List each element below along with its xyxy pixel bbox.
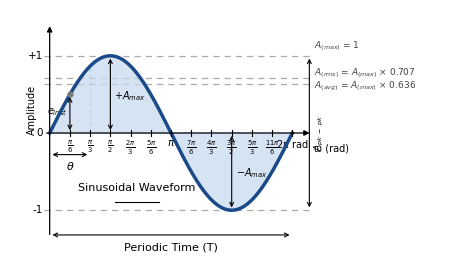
Text: 0: 0 <box>36 128 43 138</box>
Text: $\frac{\pi}{6}$: $\frac{\pi}{6}$ <box>67 138 73 155</box>
Text: Periodic Time (T): Periodic Time (T) <box>124 243 218 253</box>
Text: $\pi$: $\pi$ <box>167 138 175 148</box>
Text: $\frac{3\pi}{2}$: $\frac{3\pi}{2}$ <box>227 138 237 157</box>
Text: Amplitude: Amplitude <box>27 85 37 135</box>
Text: $\frac{\pi}{3}$: $\frac{\pi}{3}$ <box>87 138 93 155</box>
Text: $\frac{4\pi}{3}$: $\frac{4\pi}{3}$ <box>206 138 217 157</box>
Text: $\theta$: $\theta$ <box>65 160 74 172</box>
Text: $2\pi$ rad: $2\pi$ rad <box>276 138 309 150</box>
Text: ω (rad): ω (rad) <box>314 143 349 153</box>
Text: $A_{(rms)}$ = $A_{(max)}$ $\times$ 0.707: $A_{(rms)}$ = $A_{(max)}$ $\times$ 0.707 <box>314 66 416 80</box>
Text: Sinusoidal Waveform: Sinusoidal Waveform <box>78 183 196 193</box>
Text: $+A_{max}$: $+A_{max}$ <box>114 89 146 103</box>
Text: $\frac{7\pi}{6}$: $\frac{7\pi}{6}$ <box>186 138 197 157</box>
Text: $\frac{11\pi}{6}$: $\frac{11\pi}{6}$ <box>264 138 280 157</box>
Text: $e_{inst}$: $e_{inst}$ <box>47 106 68 118</box>
Text: $-A_{max}$: $-A_{max}$ <box>236 166 267 180</box>
Text: $A_{(max)}$ = 1: $A_{(max)}$ = 1 <box>314 39 360 53</box>
Text: $\frac{2\pi}{3}$: $\frac{2\pi}{3}$ <box>125 138 136 157</box>
Text: -1: -1 <box>32 205 43 215</box>
Text: $\frac{\pi}{2}$: $\frac{\pi}{2}$ <box>107 138 113 155</box>
Text: $A_{(avg)}$ = $A_{(max)}$ $\times$ 0.636: $A_{(avg)}$ = $A_{(max)}$ $\times$ 0.636 <box>314 80 416 93</box>
Text: $A_{pk\ -\ pk}$: $A_{pk\ -\ pk}$ <box>312 115 326 151</box>
Text: $\frac{5\pi}{3}$: $\frac{5\pi}{3}$ <box>246 138 257 157</box>
Text: +1: +1 <box>27 51 43 61</box>
Text: $\frac{5\pi}{6}$: $\frac{5\pi}{6}$ <box>146 138 156 157</box>
